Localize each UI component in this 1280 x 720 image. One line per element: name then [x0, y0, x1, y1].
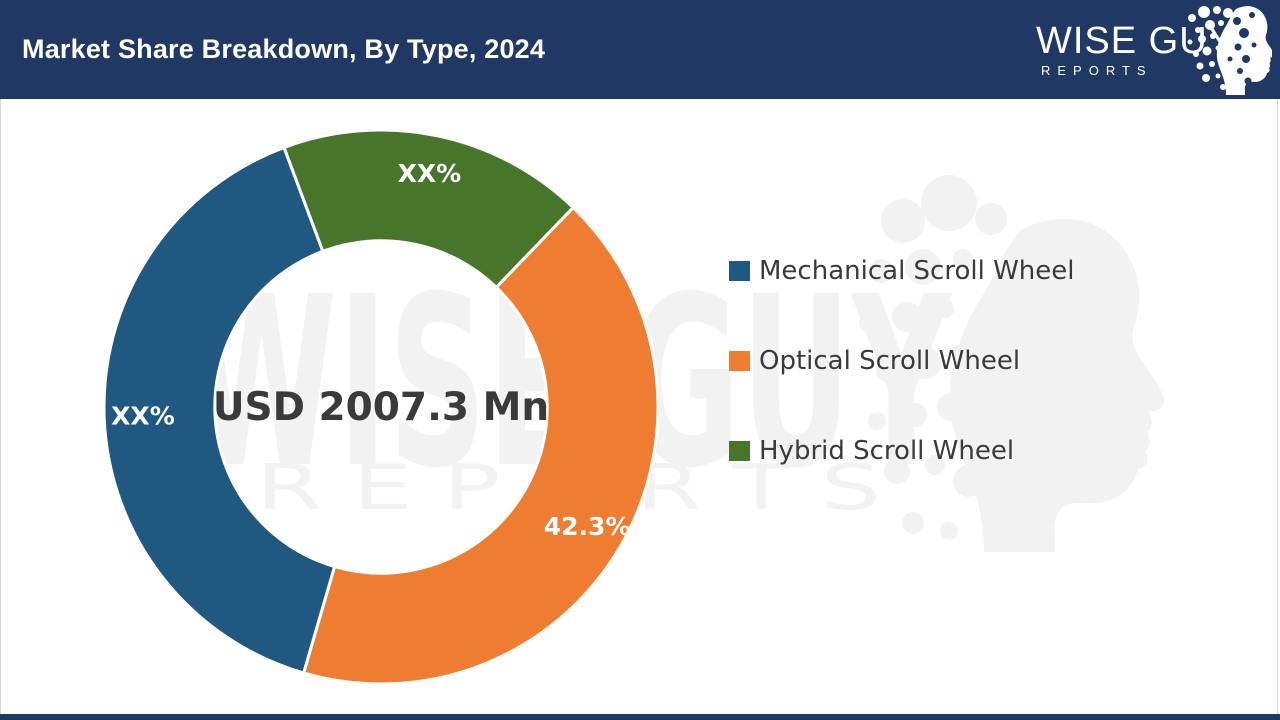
watermark-face-icon — [859, 175, 1165, 552]
donut-segment-mechanical-scroll-wheel — [102, 146, 337, 675]
slice-label-hybrid-scroll-wheel: XX% — [398, 159, 462, 188]
header: Market Share Breakdown, By Type, 2024 WI… — [0, 0, 1280, 99]
donut-chart: XX% 42.3% XX% — [102, 128, 660, 686]
legend-item-hybrid: Hybrid Scroll Wheel — [729, 436, 1075, 466]
chart-canvas: WISE GUY R E P O R T S XX%42.3%XX% USD 2… — [0, 99, 1278, 714]
logo-face-icon — [1216, 6, 1272, 95]
page-title: Market Share Breakdown, By Type, 2024 — [22, 34, 546, 64]
legend-swatch-hybrid — [729, 441, 750, 461]
legend: Mechanical Scroll Wheel Optical Scroll W… — [729, 256, 1075, 527]
bottom-accent-bar — [0, 714, 1280, 720]
slice-label-mechanical-scroll-wheel: XX% — [111, 401, 175, 430]
logo-subtitle: REPORTS — [1041, 63, 1153, 78]
slice-label-optical-scroll-wheel: 42.3% — [544, 512, 631, 541]
donut-segment-optical-scroll-wheel — [302, 206, 660, 686]
legend-item-optical: Optical Scroll Wheel — [729, 346, 1075, 376]
center-value-label: USD 2007.3 Mn — [212, 385, 550, 430]
donut-segment-hybrid-scroll-wheel — [282, 128, 575, 289]
legend-label-mechanical: Mechanical Scroll Wheel — [759, 256, 1075, 286]
legend-item-mechanical: Mechanical Scroll Wheel — [729, 256, 1075, 286]
legend-label-hybrid: Hybrid Scroll Wheel — [759, 436, 1015, 466]
brand-logo: WISE GUY REPORTS — [1036, 6, 1272, 95]
legend-swatch-optical — [729, 351, 750, 371]
legend-label-optical: Optical Scroll Wheel — [759, 346, 1021, 376]
legend-swatch-mechanical — [729, 261, 750, 281]
